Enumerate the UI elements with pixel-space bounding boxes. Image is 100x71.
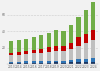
Bar	[47, 47, 51, 52]
Bar	[62, 61, 66, 63]
Bar	[76, 46, 81, 59]
Bar	[76, 59, 81, 62]
Bar	[62, 46, 66, 51]
Bar	[39, 35, 43, 49]
Bar	[62, 51, 66, 61]
Bar	[84, 10, 88, 34]
Bar	[17, 52, 21, 55]
Bar	[47, 33, 51, 47]
Bar	[32, 50, 36, 53]
Bar	[91, 30, 96, 40]
Bar	[54, 51, 58, 61]
Bar	[17, 62, 21, 63]
Bar	[17, 55, 21, 62]
Bar	[39, 49, 43, 53]
Bar	[32, 37, 36, 50]
Bar	[24, 63, 28, 64]
Bar	[24, 51, 28, 54]
Bar	[32, 63, 36, 64]
Bar	[84, 34, 88, 43]
Bar	[91, 62, 96, 64]
Bar	[91, 2, 96, 30]
Bar	[91, 58, 96, 62]
Bar	[32, 53, 36, 61]
Bar	[47, 52, 51, 61]
Bar	[62, 31, 66, 46]
Bar	[54, 30, 58, 46]
Bar	[69, 60, 73, 62]
Bar	[69, 62, 73, 64]
Bar	[76, 17, 81, 37]
Bar	[9, 55, 13, 62]
Bar	[17, 63, 21, 64]
Bar	[17, 40, 21, 52]
Bar	[84, 43, 88, 59]
Bar	[39, 61, 43, 63]
Bar	[47, 63, 51, 64]
Bar	[54, 62, 58, 64]
Bar	[9, 53, 13, 55]
Bar	[24, 39, 28, 51]
Bar	[69, 49, 73, 60]
Bar	[91, 40, 96, 58]
Bar	[84, 62, 88, 64]
Bar	[47, 61, 51, 63]
Bar	[24, 54, 28, 61]
Bar	[39, 53, 43, 61]
Bar	[84, 59, 88, 62]
Bar	[62, 63, 66, 64]
Bar	[76, 37, 81, 46]
Bar	[54, 46, 58, 51]
Bar	[9, 62, 13, 63]
Bar	[32, 61, 36, 63]
Bar	[39, 63, 43, 64]
Bar	[69, 25, 73, 43]
Bar	[76, 62, 81, 64]
Bar	[9, 41, 13, 53]
Bar	[9, 63, 13, 64]
Bar	[54, 61, 58, 62]
Bar	[69, 43, 73, 49]
Bar	[24, 61, 28, 63]
